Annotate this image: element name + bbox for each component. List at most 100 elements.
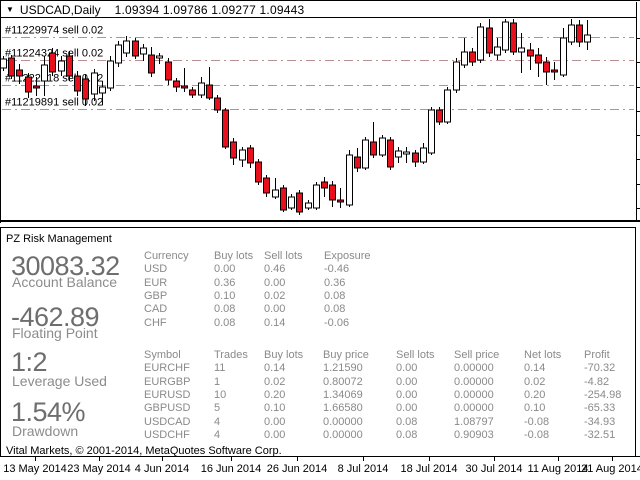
- bull-candle: [477, 26, 484, 61]
- bull-candle: [305, 202, 312, 209]
- symbol-table-cell: 0.00000: [323, 429, 363, 442]
- symbol-table-cell: 1: [214, 375, 221, 388]
- symbol-table-cell: 1.66580: [323, 402, 363, 415]
- symbol-table-cell: USDCHF: [144, 429, 190, 442]
- symbol-table-cell: 0.10: [264, 402, 286, 415]
- drawdown-label: Drawdown: [12, 423, 79, 439]
- time-axis-tick: [558, 457, 559, 461]
- currency-table-cell: CHF: [144, 316, 167, 329]
- bear-candle: [263, 177, 270, 194]
- bear-candle: [25, 76, 32, 93]
- bull-candle: [502, 21, 509, 51]
- bear-candle: [255, 161, 262, 183]
- currency-table-cell: -0.46: [324, 263, 350, 276]
- bear-candle: [206, 84, 213, 99]
- date-label: 18 Jul 2014: [400, 463, 458, 475]
- bull-candle: [461, 51, 468, 66]
- bull-candle: [58, 60, 65, 72]
- bull-candle: [288, 196, 295, 209]
- currency-table-cell: 0.02: [264, 290, 286, 303]
- currency-table-cell: 0.08: [324, 290, 346, 303]
- symbol-table-cell: 0.00000: [454, 402, 494, 415]
- symbol-table-cell: -254.98: [584, 389, 622, 402]
- symbol-table-cell: 0.02: [524, 375, 546, 388]
- bull-candle: [403, 151, 410, 155]
- currency-table-cell: 0.08: [214, 316, 236, 329]
- time-axis-tick: [162, 457, 163, 461]
- symbol-table-cell: 4: [214, 429, 221, 442]
- symbol-table-cell: 4: [214, 415, 221, 428]
- symbol-timeframe-label: USDCAD,Daily: [19, 2, 101, 17]
- date-label: 30 Jul 2014: [465, 463, 523, 475]
- bull-candle: [453, 61, 460, 91]
- symbol-table-cell: 1.34069: [323, 389, 363, 402]
- candlestick-chart[interactable]: #11229974 sell 0.02#11224324 sell 0.02#1…: [0, 1, 640, 227]
- bull-candle: [584, 34, 591, 43]
- symbol-table-cell: 0.00: [396, 362, 418, 375]
- bull-candle: [444, 89, 451, 123]
- symbol-table-header: Symbol: [144, 349, 181, 361]
- symbol-table-cell: 11: [214, 362, 226, 375]
- bull-candle: [239, 149, 246, 161]
- symbol-table-header: Sell price: [454, 349, 500, 361]
- date-label: 4 Jun 2014: [134, 463, 190, 475]
- symbol-table-cell: 0.20: [264, 389, 286, 402]
- symbol-table-cell: 0.00000: [454, 389, 494, 402]
- date-label: 11 Aug 2014: [527, 463, 589, 475]
- date-label: 26 Jun 2014: [266, 463, 328, 475]
- date-label: 8 Jul 2014: [337, 463, 389, 475]
- bull-candle: [346, 154, 353, 206]
- symbol-table-header: Net lots: [524, 349, 562, 361]
- time-axis[interactable]: 13 May 2014 23 May 2014 4 Jun 2014 16 Jun 2…: [0, 456, 640, 480]
- chart-dropdown-icon: ▼: [6, 4, 14, 14]
- bear-candle: [280, 187, 287, 211]
- bear-candle: [49, 52, 56, 73]
- symbol-table-cell: 1.08797: [454, 415, 494, 428]
- bear-candle: [527, 49, 534, 57]
- bear-candle: [436, 109, 443, 123]
- symbol-table-cell: GBPUSD: [144, 402, 191, 415]
- symbol-table-cell: EURUSD: [144, 389, 191, 402]
- bull-candle: [494, 46, 501, 56]
- symbol-table-cell: 0.00000: [323, 415, 363, 428]
- symbol-table-cell: 0.08: [396, 415, 418, 428]
- symbol-table-cell: 0.90903: [454, 429, 494, 442]
- currency-table-cell: 0.36: [214, 276, 236, 289]
- date-label: 16 Jun 2014: [200, 463, 262, 475]
- time-axis-tick: [363, 457, 364, 461]
- time-axis-tick: [429, 457, 430, 461]
- currency-table-cell: -0.06: [324, 316, 350, 329]
- leverage-used-label: Leverage Used: [12, 373, 107, 389]
- bear-candle: [230, 141, 237, 159]
- bull-candle: [198, 82, 205, 96]
- currency-table-header: Currency: [144, 250, 189, 262]
- bear-candle: [181, 85, 188, 89]
- drawdown-value: 1.54%: [11, 397, 86, 427]
- bull-candle: [99, 86, 106, 94]
- symbol-table-header: Buy price: [323, 349, 369, 361]
- window-splitter[interactable]: [0, 220, 640, 222]
- currency-table-cell: 0.36: [324, 276, 346, 289]
- symbol-table-cell: 0.00: [396, 375, 418, 388]
- currency-table-cell: GBP: [144, 290, 168, 303]
- currency-table-cell: CAD: [144, 303, 168, 316]
- symbol-table-cell: 0.20: [524, 389, 546, 402]
- time-axis-tick: [231, 457, 232, 461]
- time-axis-tick: [297, 457, 298, 461]
- symbol-table-cell: 1.21590: [323, 362, 363, 375]
- bull-candle: [362, 139, 369, 169]
- symbol-table-cell: 5: [214, 402, 221, 415]
- bear-candle: [222, 109, 229, 148]
- currency-table-cell: 0.08: [214, 303, 236, 316]
- symbol-trades-table: Symbol Trades Buy lots Buy price Sell lots Se…: [144, 349, 640, 442]
- time-axis-tick: [612, 457, 613, 461]
- bear-candle: [8, 57, 15, 77]
- symbol-table-cell: 0.02: [264, 375, 286, 388]
- currency-table-cell: 0.14: [264, 316, 286, 329]
- symbol-table-header: Buy lots: [264, 349, 304, 361]
- bull-candle: [420, 147, 427, 163]
- bear-candle: [469, 51, 476, 63]
- symbol-table-cell: 0.00000: [454, 375, 494, 388]
- bull-candle: [272, 189, 279, 198]
- symbol-table-cell: 0.14: [524, 362, 546, 375]
